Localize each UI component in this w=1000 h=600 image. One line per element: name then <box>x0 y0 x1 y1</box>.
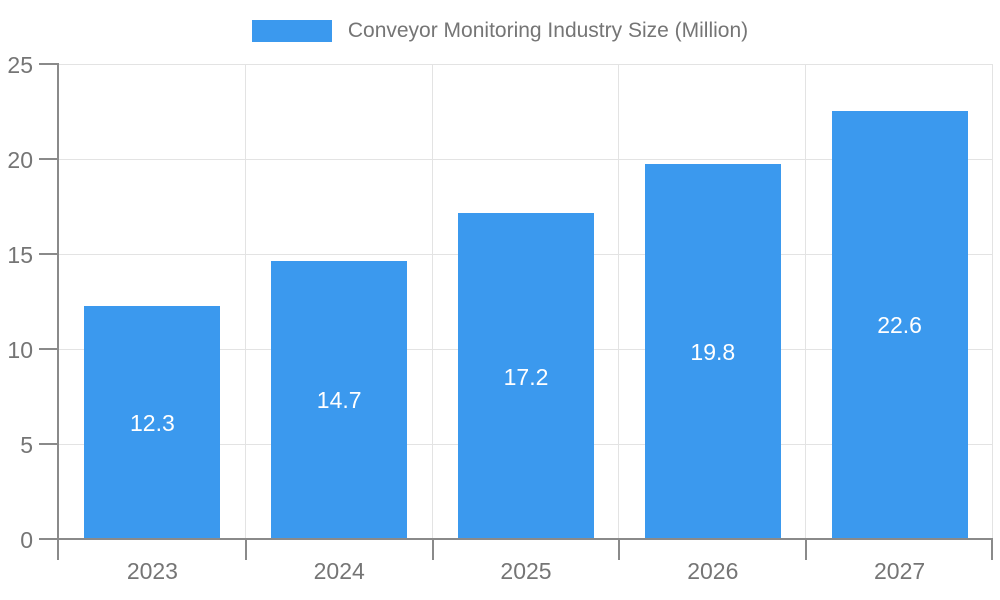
v-gridline <box>244 65 246 540</box>
bar-value-label: 19.8 <box>690 338 736 365</box>
x-tick-label: 2024 <box>313 558 365 584</box>
bar-2026 <box>644 163 781 540</box>
x-axis-line <box>39 538 993 540</box>
y-axis-line <box>57 65 59 560</box>
x-tick-mark <box>618 540 621 560</box>
x-tick-label: 2025 <box>500 558 552 584</box>
v-gridline <box>618 65 620 540</box>
y-tick-mark <box>39 63 59 65</box>
bar-value-label: 17.2 <box>503 363 549 390</box>
x-tick-mark <box>244 540 247 560</box>
v-gridline <box>805 65 807 540</box>
y-tick-label: 25 <box>7 52 33 78</box>
x-tick-label: 2026 <box>687 558 739 584</box>
bar-value-label: 12.3 <box>130 410 175 437</box>
y-tick-label: 15 <box>7 242 33 268</box>
bar-value-label: 14.7 <box>316 387 362 414</box>
chart-legend[interactable]: Conveyor Monitoring Industry Size (Milli… <box>0 14 1000 48</box>
y-tick-mark <box>39 158 59 160</box>
legend-swatch-icon <box>251 20 332 42</box>
bar-2023 <box>84 306 221 540</box>
x-tick-mark <box>805 540 808 560</box>
x-tick-label: 2027 <box>874 558 926 584</box>
legend-label: Conveyor Monitoring Industry Size (Milli… <box>347 19 749 42</box>
y-tick-label: 5 <box>20 432 33 458</box>
bar-2024 <box>271 260 408 540</box>
v-gridline <box>992 65 993 540</box>
y-tick-label: 20 <box>7 147 33 173</box>
bar-value-label: 22.6 <box>877 312 922 339</box>
x-tick-label: 2023 <box>126 558 178 584</box>
x-tick-mark <box>991 540 993 560</box>
h-gridline <box>59 159 993 160</box>
v-gridline <box>431 65 433 540</box>
y-tick-mark <box>39 253 59 255</box>
y-tick-label: 0 <box>20 527 33 553</box>
y-tick-label: 10 <box>7 337 33 363</box>
h-gridline <box>59 64 993 65</box>
bar-2025 <box>458 213 594 540</box>
y-tick-mark <box>39 443 59 445</box>
bar-2027 <box>831 110 968 540</box>
x-tick-mark <box>431 540 434 560</box>
y-tick-mark <box>39 348 59 350</box>
